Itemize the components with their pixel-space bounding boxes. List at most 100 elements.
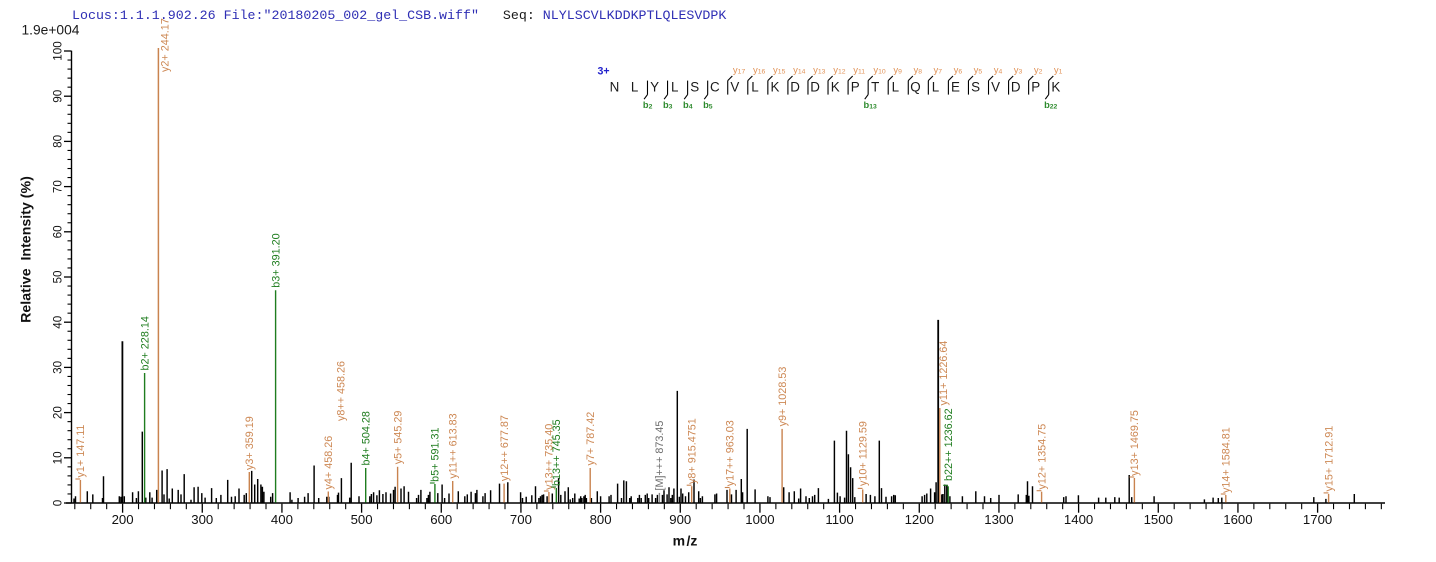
svg-text:S: S (690, 79, 699, 94)
svg-text:600: 600 (430, 512, 452, 527)
svg-text:b13: b13 (864, 100, 877, 111)
svg-text:b4: b4 (683, 100, 693, 111)
svg-text:y5+ 545.29: y5+ 545.29 (392, 411, 404, 465)
svg-text:L: L (892, 79, 899, 94)
svg-text:y10+ 1129.59: y10+ 1129.59 (858, 421, 870, 486)
svg-text:y3+ 359.19: y3+ 359.19 (244, 416, 256, 470)
svg-text:60: 60 (52, 225, 65, 239)
svg-text:D: D (810, 79, 820, 94)
svg-text:L: L (631, 79, 638, 94)
svg-text:400: 400 (271, 512, 293, 527)
svg-text:y3: y3 (1014, 65, 1023, 76)
svg-text:3+: 3+ (598, 66, 610, 78)
svg-text:P: P (851, 79, 860, 94)
svg-text:1.9e+004: 1.9e+004 (22, 23, 80, 38)
svg-text:b2: b2 (643, 100, 653, 111)
svg-text:C: C (710, 79, 720, 94)
svg-text:1100: 1100 (825, 512, 853, 527)
svg-text:500: 500 (351, 512, 373, 527)
svg-text:P: P (1031, 79, 1040, 94)
svg-text:y7+ 787.42: y7+ 787.42 (585, 412, 597, 466)
svg-text:1600: 1600 (1223, 512, 1252, 527)
svg-text:m/z: m/z (673, 533, 698, 549)
svg-text:10: 10 (52, 451, 65, 465)
svg-text:b4+ 504.28: b4+ 504.28 (361, 411, 373, 465)
svg-text:Locus:1.1.1.902.26 File:"20180: Locus:1.1.1.902.26 File:"20180205_002_ge… (72, 8, 726, 23)
svg-text:y12+ 1354.75: y12+ 1354.75 (1036, 424, 1048, 490)
svg-text:b22++ 1236.62: b22++ 1236.62 (943, 408, 955, 481)
svg-text:[M]+++ 873.45: [M]+++ 873.45 (654, 421, 666, 491)
svg-text:y2+ 244.17: y2+ 244.17 (159, 18, 171, 72)
svg-text:y17: y17 (733, 65, 746, 76)
svg-text:y12++ 677.87: y12++ 677.87 (499, 415, 511, 481)
svg-text:30: 30 (52, 360, 65, 374)
svg-text:1500: 1500 (1144, 512, 1173, 527)
svg-text:y9: y9 (893, 65, 902, 76)
svg-text:700: 700 (510, 512, 532, 527)
svg-text:b5+ 591.31: b5+ 591.31 (430, 427, 442, 481)
svg-text:y11: y11 (853, 65, 865, 76)
svg-text:y8+ 915.4751: y8+ 915.4751 (687, 418, 699, 484)
svg-text:b2+ 228.14: b2+ 228.14 (139, 316, 151, 370)
svg-text:b22: b22 (1044, 100, 1057, 111)
svg-text:Q: Q (910, 79, 920, 94)
svg-text:y1: y1 (1054, 65, 1063, 76)
svg-text:y5: y5 (974, 65, 983, 76)
svg-text:b13++ 745.35: b13++ 745.35 (551, 419, 563, 486)
svg-text:L: L (751, 79, 758, 94)
svg-text:K: K (1051, 79, 1060, 94)
svg-text:y13++ 735.40: y13++ 735.40 (544, 424, 556, 490)
svg-text:y13+ 1469.75: y13+ 1469.75 (1129, 410, 1141, 476)
svg-text:D: D (790, 79, 800, 94)
svg-text:y15: y15 (773, 65, 786, 76)
svg-text:y10: y10 (873, 65, 886, 76)
svg-text:K: K (771, 79, 780, 94)
svg-text:b5: b5 (703, 100, 713, 111)
svg-text:20: 20 (52, 406, 65, 420)
svg-text:1000: 1000 (745, 512, 774, 527)
svg-text:y8: y8 (913, 65, 922, 76)
svg-text:y12: y12 (833, 65, 846, 76)
svg-text:y7: y7 (934, 65, 943, 76)
svg-text:V: V (991, 79, 1000, 94)
svg-text:L: L (671, 79, 678, 94)
svg-text:1200: 1200 (905, 512, 934, 527)
svg-text:1400: 1400 (1064, 512, 1093, 527)
svg-text:1300: 1300 (984, 512, 1013, 527)
svg-text:1700: 1700 (1303, 512, 1332, 527)
svg-text:y6: y6 (954, 65, 963, 76)
svg-text:b3+ 391.20: b3+ 391.20 (270, 233, 282, 287)
svg-text:900: 900 (669, 512, 691, 527)
svg-text:N: N (610, 79, 620, 94)
svg-text:y2: y2 (1034, 65, 1043, 76)
svg-text:b3: b3 (663, 100, 673, 111)
svg-text:800: 800 (590, 512, 612, 527)
svg-text:70: 70 (52, 180, 65, 194)
svg-text:y8++ 458.26: y8++ 458.26 (335, 361, 347, 421)
svg-text:y1+ 147.11: y1+ 147.11 (75, 425, 87, 478)
svg-text:0: 0 (52, 499, 65, 506)
svg-text:90: 90 (52, 89, 65, 103)
svg-text:y11+ 1226.64: y11+ 1226.64 (938, 341, 950, 406)
svg-text:y14: y14 (793, 65, 806, 76)
svg-text:y4: y4 (994, 65, 1003, 76)
svg-text:y14+ 1584.81: y14+ 1584.81 (1221, 427, 1233, 493)
svg-text:K: K (831, 79, 840, 94)
svg-text:Relative Intensity (%): Relative Intensity (%) (19, 176, 35, 323)
svg-text:300: 300 (191, 512, 213, 527)
svg-text:50: 50 (52, 270, 65, 284)
svg-text:y15+ 1712.91: y15+ 1712.91 (1323, 426, 1335, 492)
svg-text:S: S (971, 79, 980, 94)
svg-text:L: L (932, 79, 939, 94)
svg-text:100: 100 (52, 41, 65, 61)
svg-text:T: T (871, 79, 879, 94)
svg-text:y13: y13 (813, 65, 826, 76)
svg-text:y11++ 613.83: y11++ 613.83 (448, 413, 460, 478)
svg-text:y17++ 963.03: y17++ 963.03 (725, 420, 737, 486)
svg-text:y16: y16 (753, 65, 766, 76)
svg-text:E: E (951, 79, 960, 94)
svg-text:y4+ 458.26: y4+ 458.26 (323, 436, 335, 490)
svg-text:40: 40 (52, 315, 65, 329)
svg-text:D: D (1011, 79, 1021, 94)
svg-text:Y: Y (650, 79, 659, 94)
